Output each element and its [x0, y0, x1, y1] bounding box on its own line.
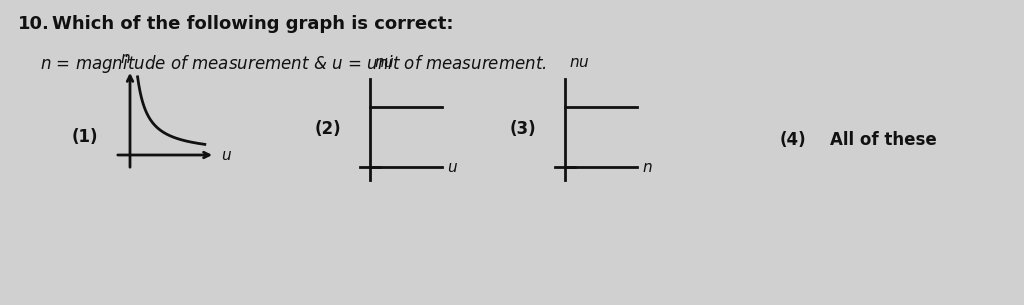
Text: $nu$: $nu$	[569, 55, 590, 70]
Text: $n$: $n$	[120, 51, 130, 66]
Text: (1): (1)	[72, 128, 98, 146]
Text: 10.: 10.	[18, 15, 50, 33]
Text: All of these: All of these	[830, 131, 937, 149]
Text: $nu$: $nu$	[374, 55, 394, 70]
Text: (2): (2)	[315, 120, 342, 138]
Text: (3): (3)	[510, 120, 537, 138]
Text: $u$: $u$	[447, 160, 458, 174]
Text: $n$: $n$	[642, 160, 652, 174]
Text: $n$ = magnitude of measurement & $u$ = unit of measurement.: $n$ = magnitude of measurement & $u$ = u…	[40, 53, 547, 75]
Text: $u$: $u$	[221, 149, 232, 163]
Text: (4): (4)	[780, 131, 807, 149]
Text: Which of the following graph is correct:: Which of the following graph is correct:	[52, 15, 454, 33]
